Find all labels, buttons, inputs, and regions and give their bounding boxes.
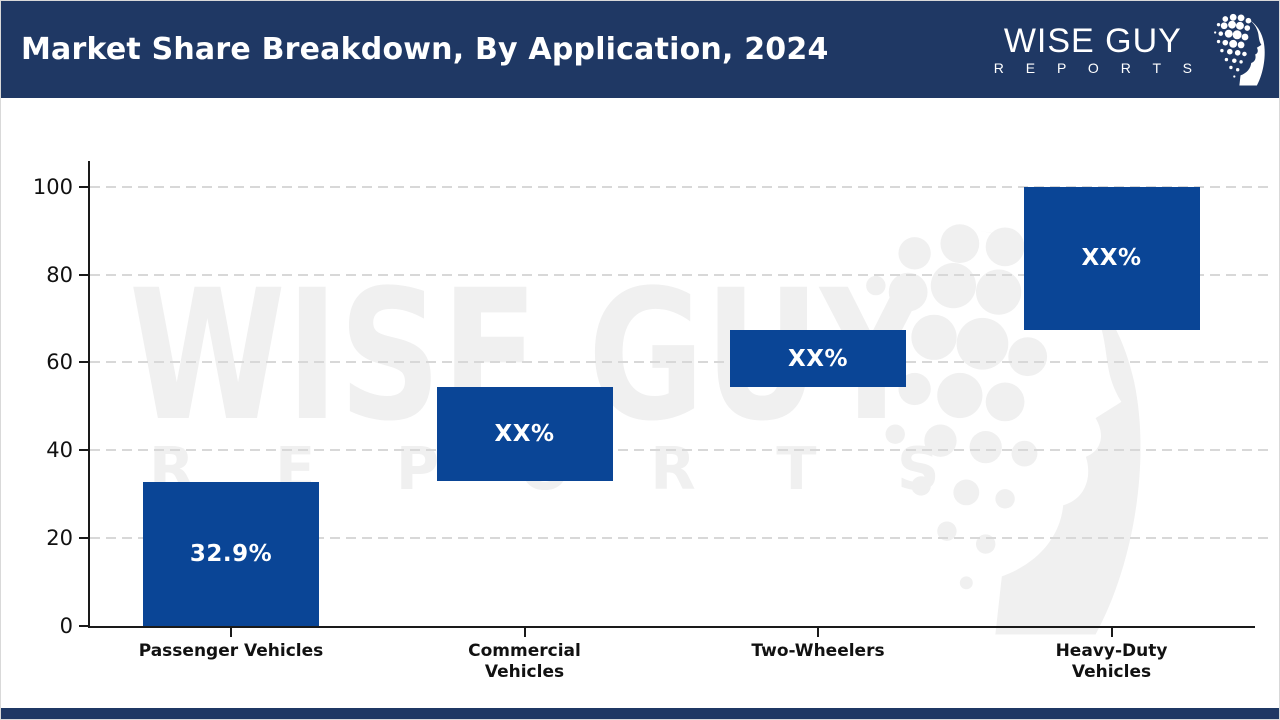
wise-guy-logo: WISE GUY R E P O R T S xyxy=(985,9,1267,91)
footer-bar xyxy=(1,708,1279,719)
wise-guy-face-icon xyxy=(1205,9,1267,91)
bar-value-label: XX% xyxy=(1081,245,1142,272)
y-tick-mark xyxy=(79,449,89,452)
gridline-60 xyxy=(90,361,1271,364)
category-label-two-wheelers: Two-Wheelers xyxy=(751,641,885,661)
logo-wordmark: WISE GUY xyxy=(1003,21,1182,60)
category-label-heavy-duty: Heavy-Duty Vehicles xyxy=(1055,641,1168,682)
x-tick-mark xyxy=(523,628,526,637)
gridline-20 xyxy=(90,537,1271,540)
bar-two-wheelers: XX% xyxy=(730,329,906,388)
y-tick-mark xyxy=(79,361,89,364)
category-label-passenger-vehicles: Passenger Vehicles xyxy=(138,641,324,661)
bar-value-label: XX% xyxy=(494,421,555,448)
y-tick-mark xyxy=(79,273,89,276)
gridline-100 xyxy=(90,185,1271,188)
logo-text: WISE GUY R E P O R T S xyxy=(985,23,1201,77)
y-tick-label: 60 xyxy=(46,350,73,375)
bar-value-label: 32.9% xyxy=(189,540,273,567)
gridline-40 xyxy=(90,449,1271,452)
bar-passenger-vehicles: 32.9% xyxy=(143,481,319,626)
header-bar: Market Share Breakdown, By Application, … xyxy=(1,1,1279,98)
y-axis-line xyxy=(88,161,90,628)
x-tick-mark xyxy=(230,628,232,637)
y-tick-label: 0 xyxy=(59,614,73,638)
gridline-80 xyxy=(90,273,1271,276)
x-tick-mark xyxy=(817,628,819,637)
bar-heavy-duty: XX% xyxy=(1023,186,1200,330)
logo-subtext: R E P O R T S xyxy=(993,59,1201,76)
category-label-commercial: Commercial Vehicles xyxy=(468,641,581,682)
x-axis-line xyxy=(88,626,1255,628)
chart-title: Market Share Breakdown, By Application, … xyxy=(21,32,829,67)
y-tick-mark xyxy=(79,625,89,627)
bar-commercial: XX% xyxy=(436,387,613,482)
y-tick-mark xyxy=(79,185,89,188)
y-tick-label: 20 xyxy=(46,526,73,551)
y-tick-mark xyxy=(79,537,89,540)
y-tick-label: 80 xyxy=(46,262,73,287)
bar-value-label: XX% xyxy=(787,345,848,372)
x-tick-mark xyxy=(1110,628,1113,637)
y-tick-label: 40 xyxy=(46,438,73,463)
y-tick-label: 100 xyxy=(32,174,73,199)
